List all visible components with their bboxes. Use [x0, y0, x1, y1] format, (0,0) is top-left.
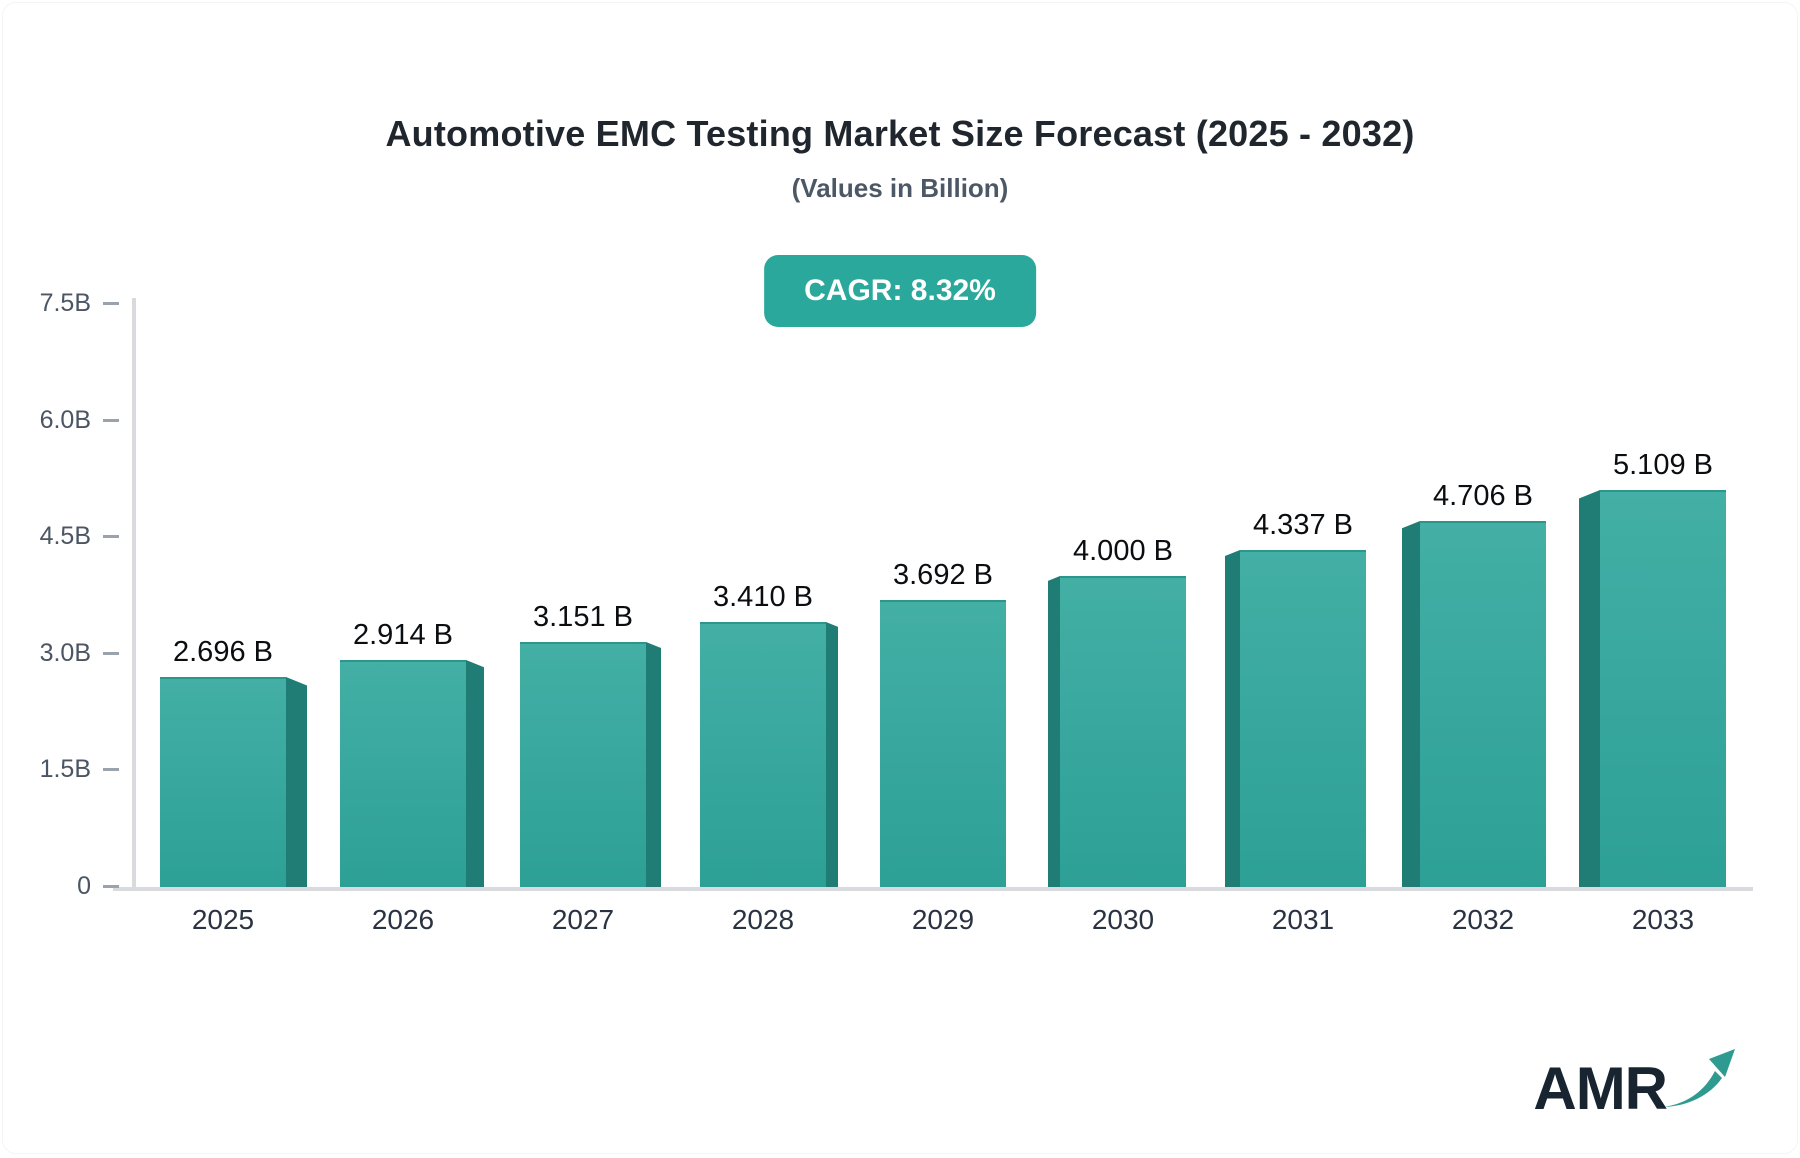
chart-subtitle: (Values in Billion) [791, 173, 1009, 203]
x-label-2031: 2031 [1271, 904, 1335, 935]
y-tick-dash-0 [103, 885, 119, 888]
y-tick-label-1.5B: 1.5B [39, 755, 91, 783]
bar-side-2026 [466, 660, 484, 887]
bar-side-2028 [826, 622, 838, 887]
chart-title: Automotive EMC Testing Market Size Forec… [385, 113, 1415, 154]
y-tick-dash-4.5B [103, 535, 119, 538]
x-label-2028: 2028 [731, 904, 795, 935]
x-label-2027: 2027 [551, 904, 615, 935]
bar-2026 [340, 660, 466, 887]
amr-logo-text: AMR [1533, 1055, 1668, 1122]
x-label-2032: 2032 [1451, 904, 1515, 935]
trending-up-arrow-icon [1661, 1046, 1737, 1115]
bar-side-2030 [1048, 576, 1060, 887]
bar-side-2031 [1225, 550, 1240, 887]
x-axis-line [113, 887, 1753, 891]
y-tick-label-6.0B: 6.0B [39, 406, 91, 434]
x-label-2026: 2026 [371, 904, 435, 935]
bar-2033 [1600, 490, 1726, 887]
x-label-2029: 2029 [911, 904, 975, 935]
bar-2029 [880, 600, 1006, 887]
x-label-2033: 2033 [1631, 904, 1695, 935]
bar-2025 [160, 677, 286, 887]
y-tick-dash-6.0B [103, 419, 119, 422]
bar-side-2032 [1402, 521, 1420, 887]
bar-2031 [1240, 550, 1366, 887]
y-tick-label-0: 0 [77, 872, 91, 900]
bar-2028 [700, 622, 826, 887]
y-tick-label-4.5B: 4.5B [39, 522, 91, 550]
y-tick-dash-1.5B [103, 768, 119, 771]
y-tick-label-3.0B: 3.0B [39, 639, 91, 667]
bar-side-2027 [646, 642, 661, 887]
bar-2032 [1420, 521, 1546, 887]
y-tick-dash-7.5B [103, 302, 119, 305]
y-tick-label-7.5B: 7.5B [39, 289, 91, 317]
y-axis-line [132, 298, 136, 890]
plot-area: 2.696 B 2.914 B 3.151 B 3.410 B 3.692 B 4.000… [133, 304, 1753, 887]
bar-side-2025 [286, 677, 307, 887]
cagr-badge: CAGR: 8.32% [764, 255, 1036, 327]
bar-2027 [520, 642, 646, 887]
bar-2030 [1060, 576, 1186, 887]
bar-side-2033 [1579, 490, 1600, 887]
x-label-2025: 2025 [191, 904, 255, 935]
x-label-2030: 2030 [1091, 904, 1155, 935]
y-tick-dash-3.0B [103, 652, 119, 655]
amr-logo: AMR [1533, 1046, 1737, 1119]
axis-layer: 2025 2026 2027 2028 2029 2030 2031 2032 2033 0 1.5… [3, 3, 1797, 1153]
bars-clip [133, 304, 1753, 887]
